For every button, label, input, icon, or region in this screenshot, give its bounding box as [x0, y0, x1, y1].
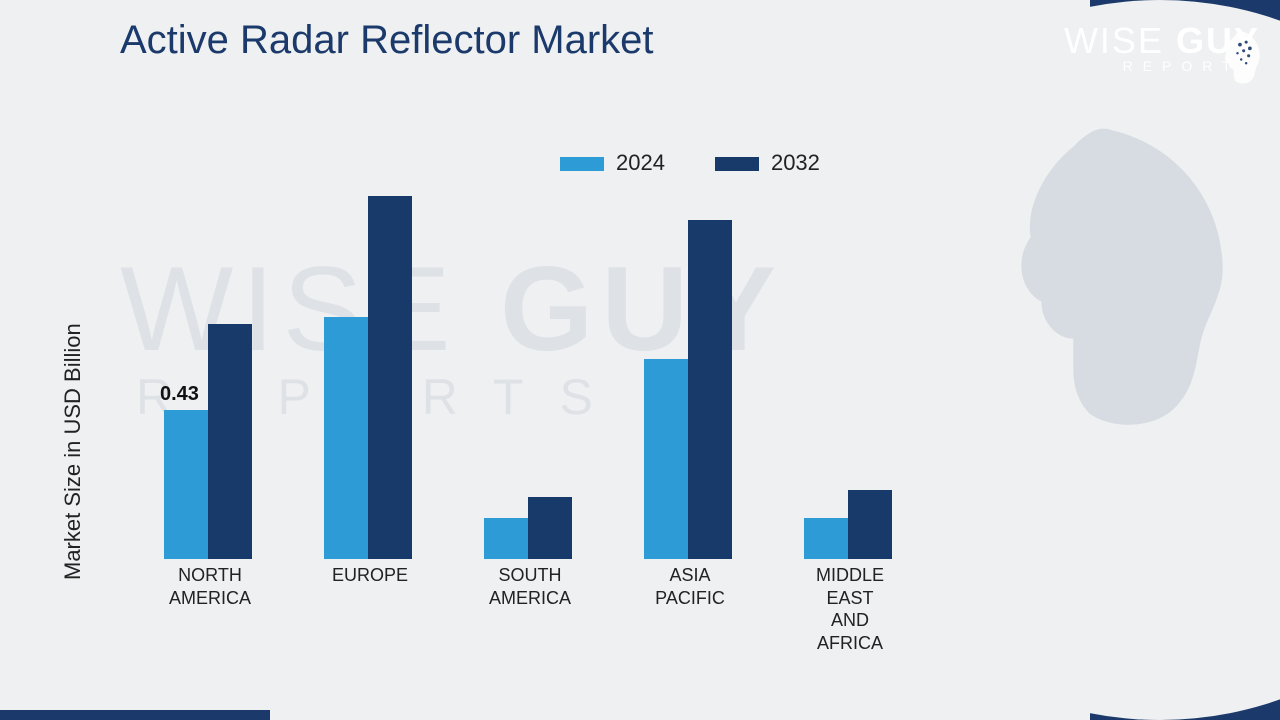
y-axis-label: Market Size in USD Billion: [60, 323, 86, 580]
legend-swatch-2032: [715, 157, 759, 171]
brand-logo: WISE GUY REPORTS: [1064, 20, 1260, 74]
brand-head-icon: [1204, 26, 1266, 88]
bar: [644, 359, 688, 559]
legend-swatch-2024: [560, 157, 604, 171]
bar: [484, 518, 528, 559]
x-axis-label: ASIAPACIFIC: [620, 564, 760, 609]
bar: [208, 324, 252, 559]
brand-text-1a: WISE: [1064, 20, 1164, 61]
bar: [804, 518, 848, 559]
bar: [368, 196, 412, 559]
x-axis-label: EUROPE: [300, 564, 440, 587]
bar: [528, 497, 572, 559]
legend-label-2024: 2024: [616, 150, 665, 175]
x-axis-label: MIDDLEEASTANDAFRICA: [780, 564, 920, 654]
bar: [848, 490, 892, 559]
bottom-accent-bar: [0, 710, 270, 720]
legend-item-2032: 2032: [715, 150, 820, 176]
value-label: 0.43: [160, 383, 199, 406]
legend-label-2032: 2032: [771, 150, 820, 175]
bar: [164, 410, 208, 559]
plot-area: 0.43: [130, 180, 920, 560]
x-axis-label: SOUTHAMERICA: [460, 564, 600, 609]
legend-item-2024: 2024: [560, 150, 665, 176]
chart-title: Active Radar Reflector Market: [120, 18, 654, 63]
x-axis-label: NORTHAMERICA: [140, 564, 280, 609]
bar: [324, 317, 368, 559]
watermark-head-icon: [960, 120, 1240, 440]
chart-area: Market Size in USD Billion 0.43 NORTHAME…: [50, 150, 950, 710]
bar: [688, 220, 732, 559]
legend: 2024 2032: [560, 150, 820, 176]
